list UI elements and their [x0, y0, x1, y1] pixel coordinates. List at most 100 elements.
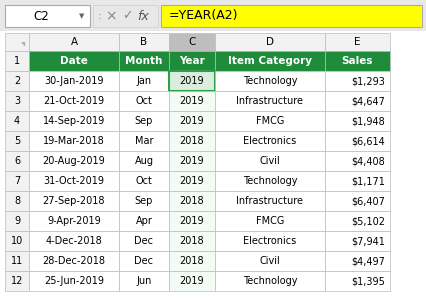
Text: $7,941: $7,941 — [350, 236, 384, 246]
Bar — [29, 151, 119, 171]
Bar — [29, 271, 119, 291]
Text: ×: × — [105, 9, 117, 23]
Text: $1,948: $1,948 — [351, 116, 384, 126]
Bar — [29, 111, 119, 131]
Text: Oct: Oct — [135, 96, 152, 106]
Text: E: E — [354, 37, 360, 47]
Text: $4,647: $4,647 — [350, 96, 384, 106]
Bar — [119, 51, 169, 71]
Text: =YEAR(A2): =YEAR(A2) — [169, 10, 238, 22]
Text: 25-Jun-2019: 25-Jun-2019 — [44, 276, 104, 286]
Text: Infrastructure: Infrastructure — [236, 196, 303, 206]
Text: Dec: Dec — [134, 256, 153, 266]
Text: 4-Dec-2018: 4-Dec-2018 — [46, 236, 102, 246]
Bar — [5, 111, 29, 131]
Bar — [169, 191, 215, 211]
Text: 2019: 2019 — [179, 176, 204, 186]
Bar — [5, 33, 29, 51]
Text: Jan: Jan — [136, 76, 151, 86]
Text: $6,614: $6,614 — [351, 136, 384, 146]
Bar — [5, 131, 29, 151]
Bar — [215, 171, 324, 191]
Text: 2: 2 — [14, 76, 20, 86]
Text: Dec: Dec — [134, 236, 153, 246]
Text: 31-Oct-2019: 31-Oct-2019 — [43, 176, 104, 186]
Bar — [119, 33, 169, 51]
Text: $5,102: $5,102 — [350, 216, 384, 226]
Text: 12: 12 — [11, 276, 23, 286]
Text: 9: 9 — [14, 216, 20, 226]
Bar — [5, 71, 29, 91]
Text: 2019: 2019 — [179, 116, 204, 126]
Bar — [169, 171, 215, 191]
Text: 7: 7 — [14, 176, 20, 186]
Text: Mar: Mar — [135, 136, 153, 146]
Bar — [0, 0, 426, 31]
Text: Technology: Technology — [242, 276, 296, 286]
Text: Infrastructure: Infrastructure — [236, 96, 303, 106]
Bar — [324, 51, 389, 71]
Text: 30-Jan-2019: 30-Jan-2019 — [44, 76, 104, 86]
Text: Aug: Aug — [134, 156, 153, 166]
Text: 10: 10 — [11, 236, 23, 246]
Text: Item Category: Item Category — [227, 56, 311, 66]
Bar — [324, 231, 389, 251]
Bar — [215, 91, 324, 111]
Bar — [93, 5, 158, 27]
Text: $1,293: $1,293 — [350, 76, 384, 86]
Bar — [5, 231, 29, 251]
Bar — [119, 251, 169, 271]
Bar — [119, 271, 169, 291]
Bar — [5, 91, 29, 111]
Text: 2019: 2019 — [179, 96, 204, 106]
Bar — [215, 131, 324, 151]
Text: :: : — [98, 11, 101, 21]
Text: Sep: Sep — [135, 196, 153, 206]
Text: 2019: 2019 — [179, 216, 204, 226]
Text: 1: 1 — [14, 56, 20, 66]
Text: $4,497: $4,497 — [350, 256, 384, 266]
Bar — [29, 71, 119, 91]
Text: Civil: Civil — [259, 156, 280, 166]
Text: 19-Mar-2018: 19-Mar-2018 — [43, 136, 105, 146]
Bar — [29, 191, 119, 211]
Bar — [215, 211, 324, 231]
Text: C: C — [188, 37, 195, 47]
Bar — [29, 251, 119, 271]
Text: $1,395: $1,395 — [350, 276, 384, 286]
Text: 2018: 2018 — [179, 236, 204, 246]
Text: Date: Date — [60, 56, 88, 66]
Text: fx: fx — [137, 10, 149, 22]
Text: 2018: 2018 — [179, 196, 204, 206]
Text: $4,408: $4,408 — [351, 156, 384, 166]
Bar — [161, 5, 421, 27]
Text: Jun: Jun — [136, 276, 151, 286]
Bar — [169, 91, 215, 111]
Bar — [5, 171, 29, 191]
Bar — [215, 231, 324, 251]
Bar — [29, 131, 119, 151]
Bar — [169, 131, 215, 151]
Text: Technology: Technology — [242, 176, 296, 186]
Bar — [169, 71, 215, 91]
Bar — [324, 33, 389, 51]
Text: Technology: Technology — [242, 76, 296, 86]
Bar — [324, 151, 389, 171]
Text: 27-Sep-2018: 27-Sep-2018 — [43, 196, 105, 206]
Bar — [324, 71, 389, 91]
Bar — [119, 211, 169, 231]
Bar — [169, 33, 215, 51]
Text: Civil: Civil — [259, 256, 280, 266]
Text: ◥: ◥ — [21, 42, 25, 47]
Text: 8: 8 — [14, 196, 20, 206]
Text: 21-Oct-2019: 21-Oct-2019 — [43, 96, 104, 106]
Text: 2018: 2018 — [179, 256, 204, 266]
Text: 2019: 2019 — [179, 276, 204, 286]
Bar — [119, 131, 169, 151]
Bar — [169, 231, 215, 251]
Text: Sep: Sep — [135, 116, 153, 126]
Bar — [215, 271, 324, 291]
Bar — [5, 151, 29, 171]
Bar — [5, 5, 90, 27]
Text: 28-Dec-2018: 28-Dec-2018 — [43, 256, 105, 266]
